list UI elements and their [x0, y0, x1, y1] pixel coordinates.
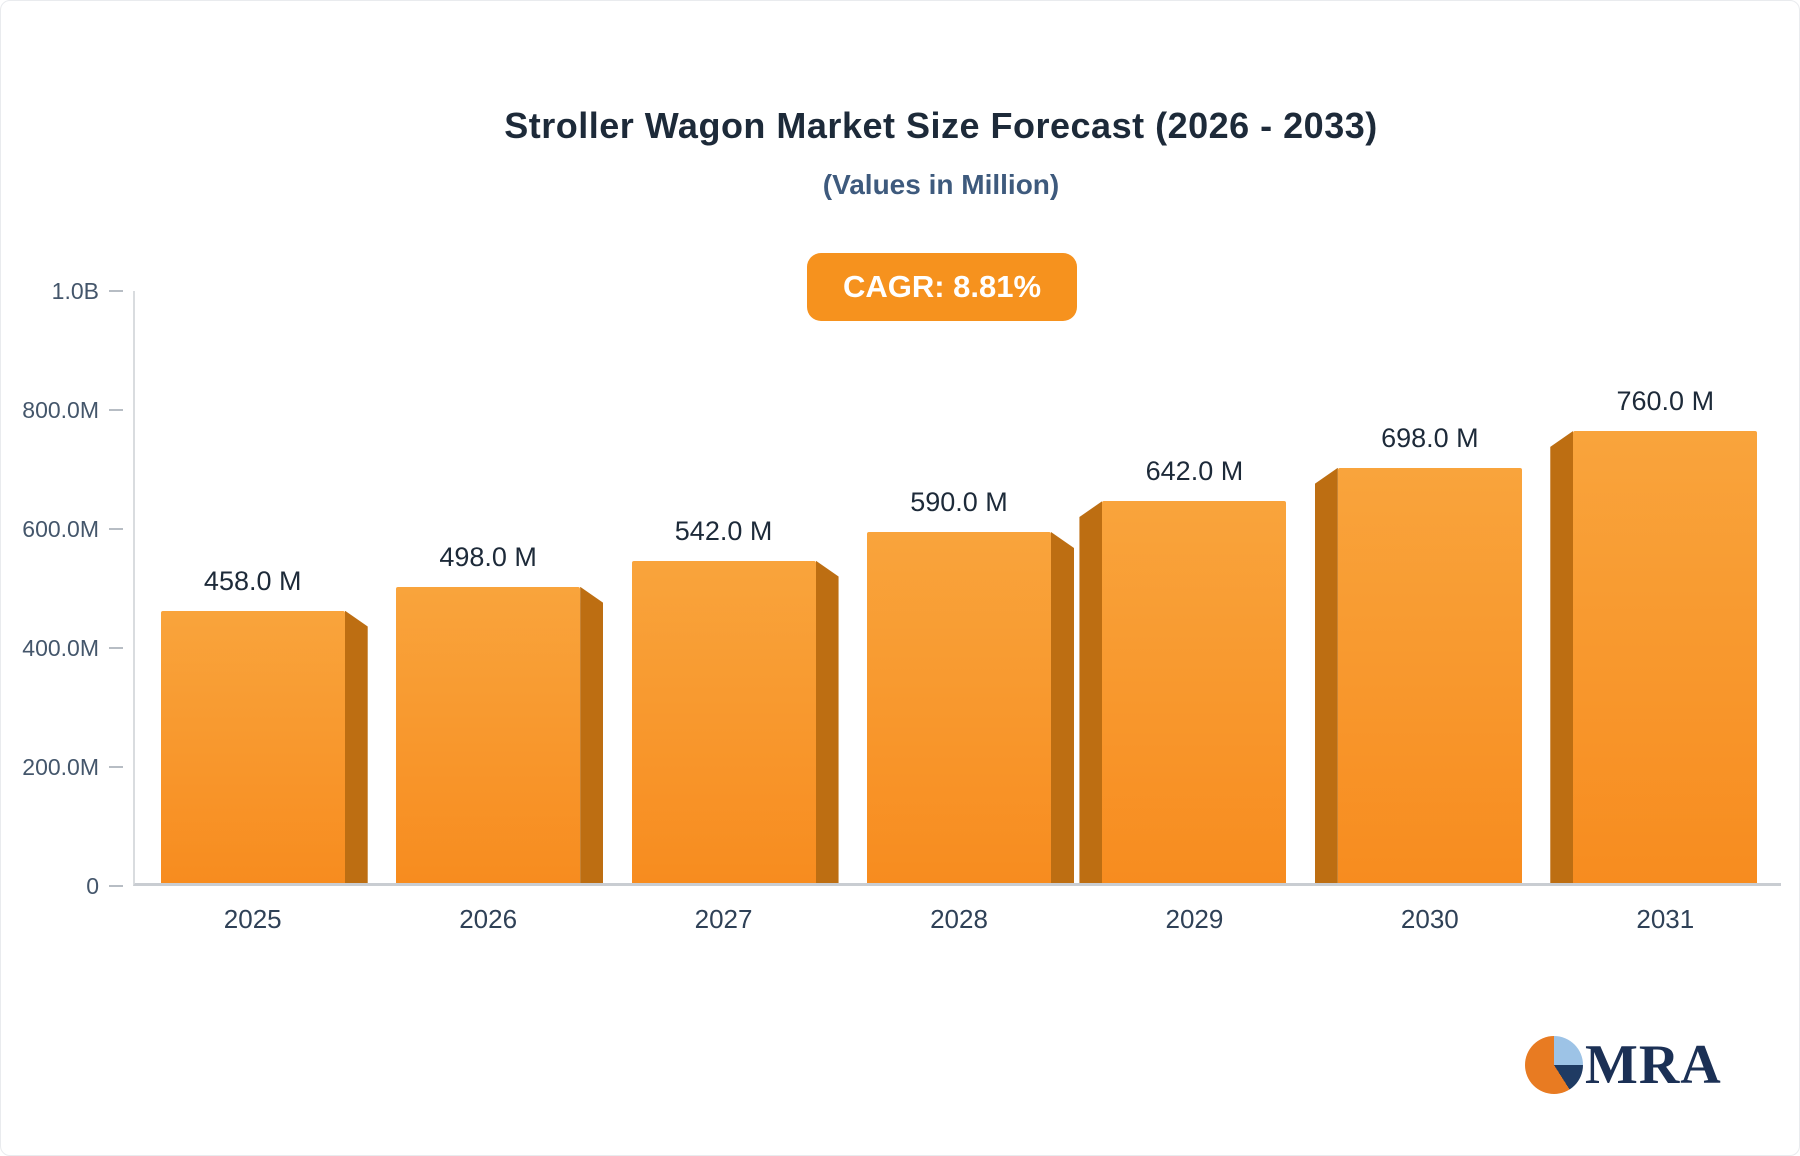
bar-side-face: [580, 586, 604, 883]
y-tick-label: 600.0M: [22, 516, 99, 542]
mra-logo-text: MRA: [1585, 1034, 1722, 1096]
bar-side-face: [1550, 430, 1574, 883]
y-tick-mark: [109, 766, 123, 768]
mra-logo: MRA: [1525, 1033, 1722, 1097]
bar: [631, 560, 816, 883]
x-axis-label: 2028: [930, 904, 988, 934]
plot-area: 1.0B 800.0M 600.0M 400.0M 200.0M 0 458.0 M 202…: [22, 278, 1781, 934]
bar-side-face: [1079, 501, 1103, 883]
bar-value-label: 590.0 M: [910, 486, 1008, 517]
y-tick-mark: [109, 528, 123, 530]
bar-side-face: [1051, 531, 1074, 883]
bar-value-label: 760.0 M: [1616, 385, 1715, 416]
y-tick-label: 800.0M: [22, 397, 99, 423]
bar-value-label: 642.0 M: [1145, 456, 1244, 487]
bar: [1573, 430, 1758, 883]
bar: [1102, 501, 1287, 883]
y-axis: 1.0B 800.0M 600.0M 400.0M 200.0M 0: [22, 278, 1781, 899]
y-tick-label: 1.0B: [51, 278, 99, 304]
y-tick-mark: [109, 885, 123, 887]
chart-subtitle: (Values in Million): [822, 169, 1060, 200]
bar: [160, 610, 345, 883]
bar-value-label: 498.0 M: [439, 541, 537, 572]
x-axis-label: 2030: [1400, 904, 1459, 934]
bar: [867, 531, 1051, 883]
bar-value-label: 542.0 M: [674, 515, 773, 546]
chart-title: Stroller Wagon Market Size Forecast (202…: [504, 105, 1378, 146]
y-tick-mark: [109, 409, 123, 411]
cagr-badge: CAGR: 8.81%: [807, 253, 1077, 321]
x-axis-label: 2026: [459, 904, 518, 934]
x-axis-label: 2025: [223, 904, 282, 934]
bar: [396, 586, 581, 883]
cagr-badge-label: CAGR: 8.81%: [842, 269, 1042, 304]
bar-side-face: [815, 560, 839, 883]
y-tick-label: 200.0M: [22, 754, 99, 780]
y-tick-mark: [109, 290, 123, 292]
bar-side-face: [1314, 467, 1338, 883]
y-tick-label: 0: [86, 873, 99, 899]
mra-logo-pie-icon: [1525, 1036, 1583, 1094]
x-axis-label: 2027: [694, 904, 753, 934]
y-tick-mark: [109, 647, 123, 649]
bar-value-label: 698.0 M: [1381, 422, 1479, 453]
y-tick-label: 400.0M: [22, 635, 99, 661]
x-axis-label: 2029: [1165, 904, 1224, 934]
bar-side-face: [344, 610, 368, 883]
bars-container: 458.0 M 2025 498.0 M 2026 542.0 M 2027 590.0 M…: [135, 291, 1781, 934]
x-axis-label: 2031: [1636, 904, 1695, 934]
bar-value-label: 458.0 M: [203, 565, 302, 596]
bar: [1337, 467, 1522, 883]
